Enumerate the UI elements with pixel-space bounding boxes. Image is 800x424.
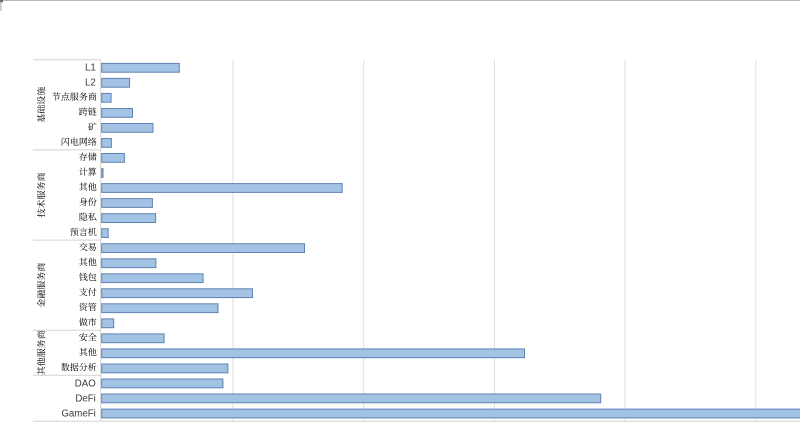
svg-text:DeFi: DeFi — [75, 393, 95, 404]
svg-text:GameFi: GameFi — [61, 408, 95, 419]
svg-text:DAO: DAO — [75, 378, 96, 389]
svg-text:L1: L1 — [85, 63, 96, 74]
svg-text:L2: L2 — [85, 78, 96, 89]
